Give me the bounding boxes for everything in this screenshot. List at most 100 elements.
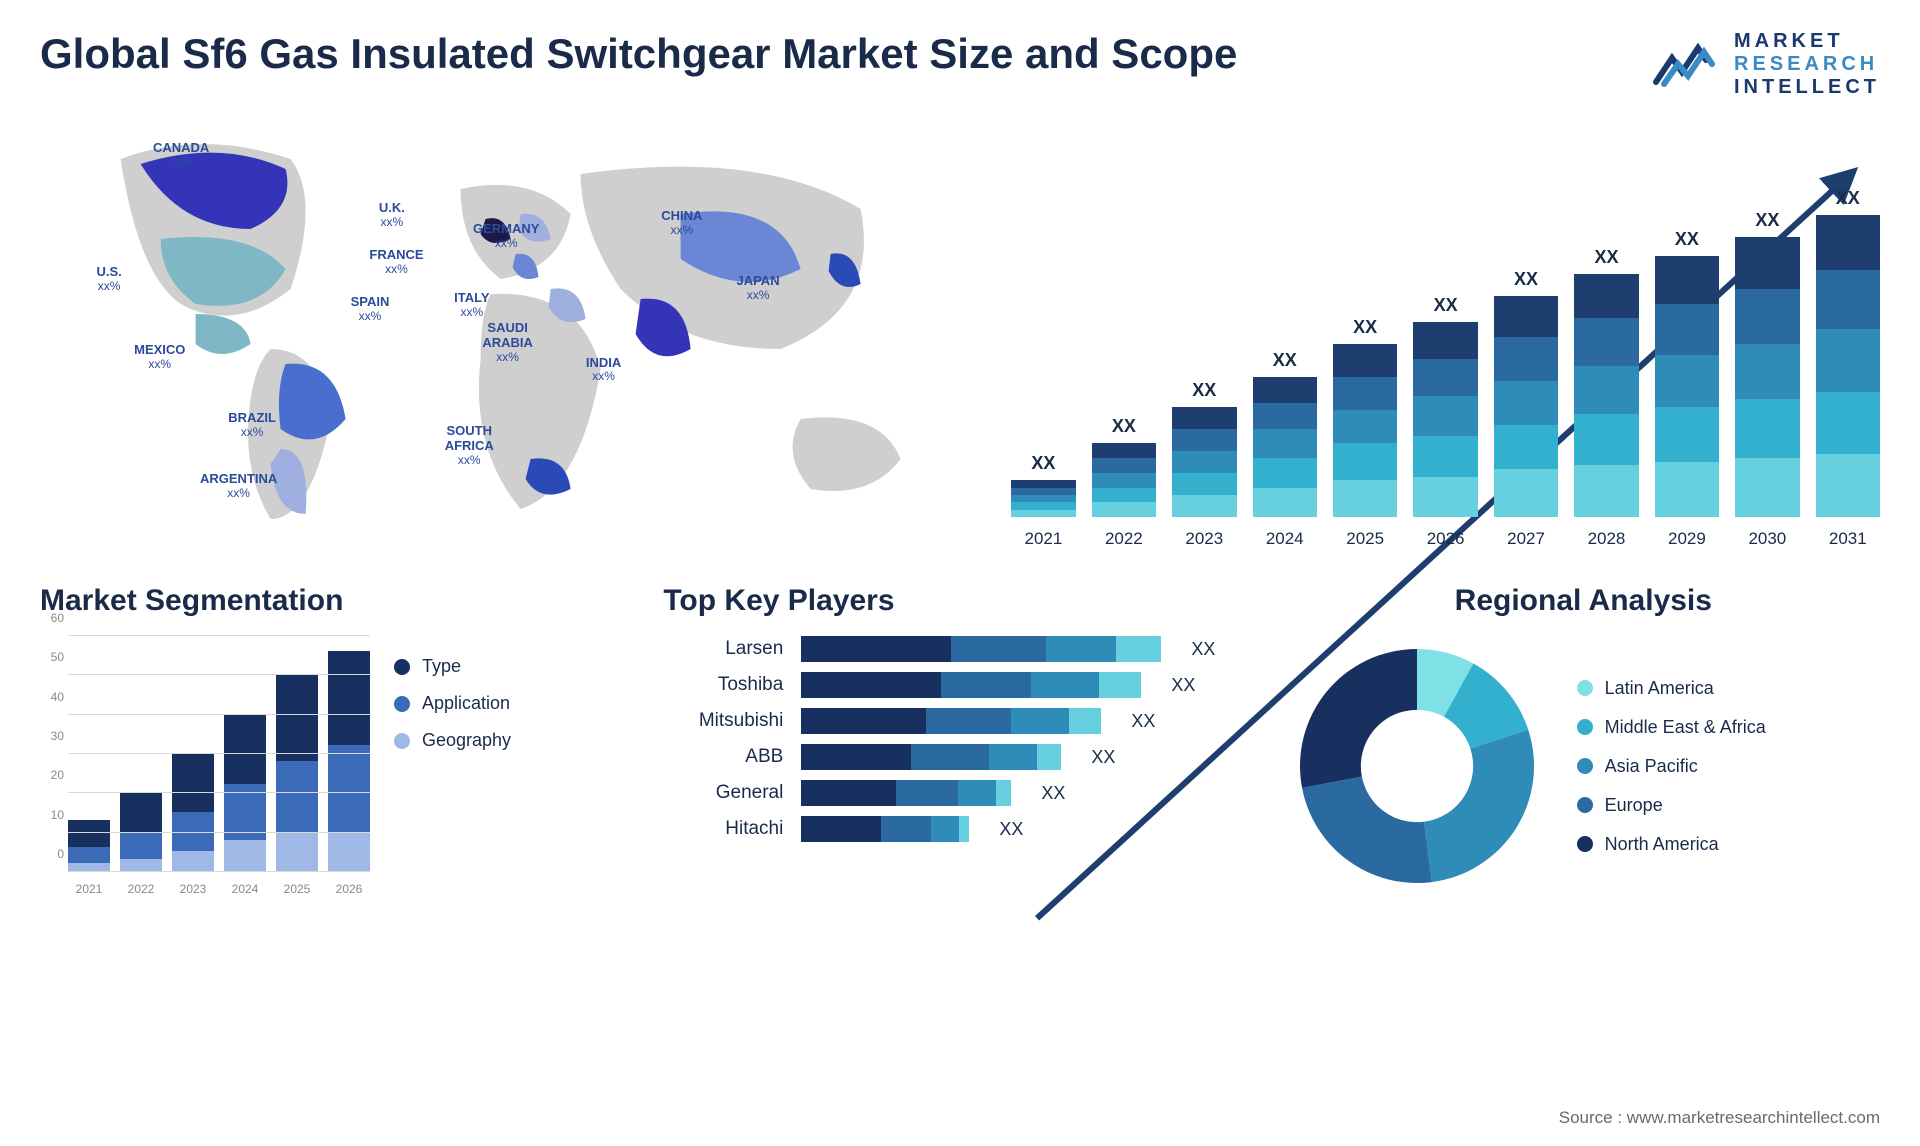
seg-gridline (68, 753, 370, 754)
legend-label: Middle East & Africa (1605, 717, 1766, 738)
growth-bar-label: XX (1755, 210, 1779, 231)
growth-bar-2026: XX (1413, 295, 1477, 517)
legend-label: Type (422, 656, 461, 677)
seg-seg (120, 859, 162, 871)
seg-gridline (68, 871, 370, 872)
segmentation-panel: Market Segmentation 0102030405060 202120… (40, 584, 633, 896)
seg-seg (120, 792, 162, 831)
seg-seg (328, 651, 370, 745)
growth-seg (1494, 381, 1558, 425)
logo-line2: RESEARCH (1734, 53, 1880, 76)
growth-seg (1655, 304, 1719, 356)
kp-seg (801, 816, 881, 842)
growth-seg (1494, 469, 1558, 517)
segmentation-legend: TypeApplicationGeography (394, 656, 511, 751)
growth-seg (1172, 451, 1236, 473)
growth-seg (1735, 289, 1799, 344)
seg-ytick: 10 (51, 808, 64, 822)
logo-line1: MARKET (1734, 30, 1880, 53)
region-legend-item: Europe (1577, 795, 1766, 816)
seg-seg (68, 863, 110, 871)
legend-label: Europe (1605, 795, 1663, 816)
map-label-argentina: ARGENTINAxx% (200, 472, 277, 501)
legend-label: Asia Pacific (1605, 756, 1698, 777)
growth-seg (1574, 414, 1638, 466)
growth-seg (1816, 454, 1880, 517)
swatch (1577, 680, 1593, 696)
growth-seg (1413, 322, 1477, 359)
kp-name: ABB (663, 746, 783, 768)
kp-seg (801, 708, 926, 734)
seg-seg (328, 832, 370, 871)
kp-seg (941, 672, 1031, 698)
kp-seg (896, 780, 958, 806)
growth-bar-label: XX (1514, 269, 1538, 290)
growth-seg (1816, 392, 1880, 455)
donut-slice-europe (1302, 777, 1432, 883)
growth-seg (1655, 407, 1719, 462)
kp-bar (801, 708, 1101, 734)
growth-bar-2028: XX (1574, 247, 1638, 517)
growth-seg (1011, 502, 1075, 509)
seg-legend-item: Type (394, 656, 511, 677)
growth-bar-label: XX (1112, 416, 1136, 437)
growth-seg (1735, 399, 1799, 458)
legend-label: North America (1605, 834, 1719, 855)
growth-bar-2024: XX (1253, 350, 1317, 517)
kp-seg (801, 780, 896, 806)
growth-seg (1816, 215, 1880, 270)
growth-seg (1092, 443, 1156, 458)
map-label-brazil: BRAZILxx% (228, 411, 276, 440)
region-legend-item: Middle East & Africa (1577, 717, 1766, 738)
map-label-germany: GERMANYxx% (473, 222, 539, 251)
growth-seg (1494, 296, 1558, 336)
growth-bar-2030: XX (1735, 210, 1799, 517)
swatch (394, 733, 410, 749)
seg-gridline (68, 635, 370, 636)
kp-value: XX (1131, 711, 1155, 732)
legend-label: Application (422, 693, 510, 714)
seg-ytick: 0 (57, 847, 64, 861)
growth-seg (1816, 270, 1880, 329)
seg-seg (120, 832, 162, 860)
page-title: Global Sf6 Gas Insulated Switchgear Mark… (40, 30, 1237, 78)
growth-year: 2022 (1092, 529, 1156, 549)
growth-seg (1574, 366, 1638, 414)
kp-seg (1099, 672, 1141, 698)
growth-seg (1735, 237, 1799, 289)
world-map-panel: CANADAxx%U.S.xx%MEXICOxx%BRAZILxx%ARGENT… (40, 119, 981, 549)
key-players-title: Top Key Players (663, 584, 1256, 618)
growth-seg (1253, 488, 1317, 517)
logo-line3: INTELLECT (1734, 76, 1880, 99)
growth-bar-label: XX (1434, 295, 1458, 316)
seg-seg (276, 674, 318, 761)
seg-seg (172, 851, 214, 871)
kp-row-larsen: LarsenXX (663, 636, 1256, 662)
kp-value: XX (1041, 783, 1065, 804)
legend-label: Latin America (1605, 678, 1714, 699)
kp-name: General (663, 782, 783, 804)
seg-legend-item: Application (394, 693, 511, 714)
growth-seg (1413, 396, 1477, 436)
growth-bar-2029: XX (1655, 229, 1719, 517)
growth-year: 2023 (1172, 529, 1236, 549)
seg-ytick: 50 (51, 650, 64, 664)
map-label-southafrica: SOUTHAFRICAxx% (445, 424, 494, 468)
map-label-france: FRANCExx% (369, 248, 423, 277)
growth-seg (1574, 274, 1638, 318)
seg-year: 2021 (68, 882, 110, 896)
growth-seg (1092, 502, 1156, 517)
kp-seg (1069, 708, 1101, 734)
growth-seg (1253, 403, 1317, 429)
key-players-chart: LarsenXXToshibaXXMitsubishiXXABBXXGenera… (663, 636, 1256, 842)
seg-bar-2025 (276, 674, 318, 871)
seg-seg (276, 832, 318, 871)
growth-seg (1092, 488, 1156, 503)
growth-year: 2028 (1574, 529, 1638, 549)
growth-seg (1574, 318, 1638, 366)
segmentation-title: Market Segmentation (40, 584, 633, 618)
region-legend-item: Asia Pacific (1577, 756, 1766, 777)
seg-year: 2026 (328, 882, 370, 896)
kp-bar (801, 744, 1061, 770)
growth-seg (1655, 256, 1719, 304)
